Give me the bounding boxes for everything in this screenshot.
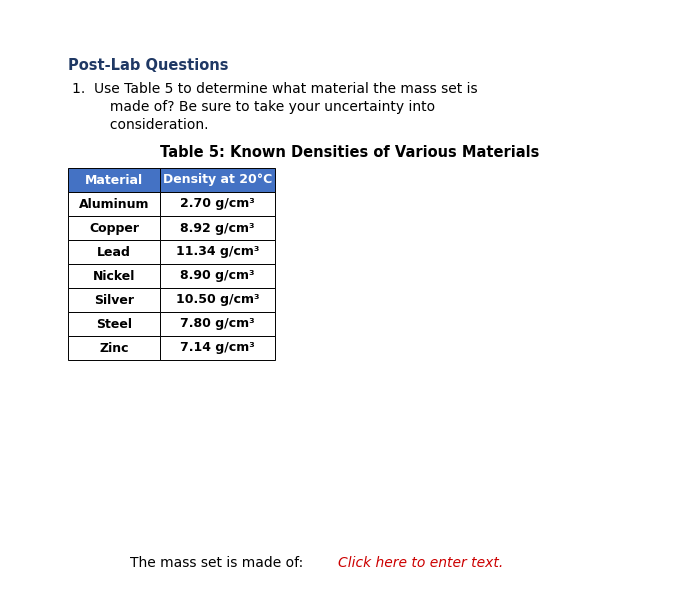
Text: Lead: Lead <box>97 245 131 259</box>
Text: 8.92 g/cm³: 8.92 g/cm³ <box>181 221 255 235</box>
Text: Zinc: Zinc <box>99 341 129 355</box>
Text: Click here to enter text.: Click here to enter text. <box>338 556 503 570</box>
Text: consideration.: consideration. <box>88 118 209 132</box>
Text: Material: Material <box>85 174 143 186</box>
Text: Density at 20°C: Density at 20°C <box>163 174 272 186</box>
Text: Table 5: Known Densities of Various Materials: Table 5: Known Densities of Various Mate… <box>160 145 540 160</box>
Text: 7.80 g/cm³: 7.80 g/cm³ <box>180 318 255 330</box>
Text: Nickel: Nickel <box>93 270 135 282</box>
Text: Steel: Steel <box>96 318 132 330</box>
Text: 1.  Use Table 5 to determine what material the mass set is: 1. Use Table 5 to determine what materia… <box>72 82 477 96</box>
Text: 10.50 g/cm³: 10.50 g/cm³ <box>176 294 259 306</box>
Text: 7.14 g/cm³: 7.14 g/cm³ <box>180 341 255 355</box>
Text: 2.70 g/cm³: 2.70 g/cm³ <box>180 198 255 210</box>
Text: Post-Lab Questions: Post-Lab Questions <box>68 58 228 73</box>
Text: made of? Be sure to take your uncertainty into: made of? Be sure to take your uncertaint… <box>88 100 435 114</box>
Text: The mass set is made of:: The mass set is made of: <box>130 556 312 570</box>
Text: Silver: Silver <box>94 294 134 306</box>
Text: 11.34 g/cm³: 11.34 g/cm³ <box>176 245 259 259</box>
Text: 8.90 g/cm³: 8.90 g/cm³ <box>181 270 255 282</box>
Text: Aluminum: Aluminum <box>78 198 149 210</box>
Text: Copper: Copper <box>89 221 139 235</box>
